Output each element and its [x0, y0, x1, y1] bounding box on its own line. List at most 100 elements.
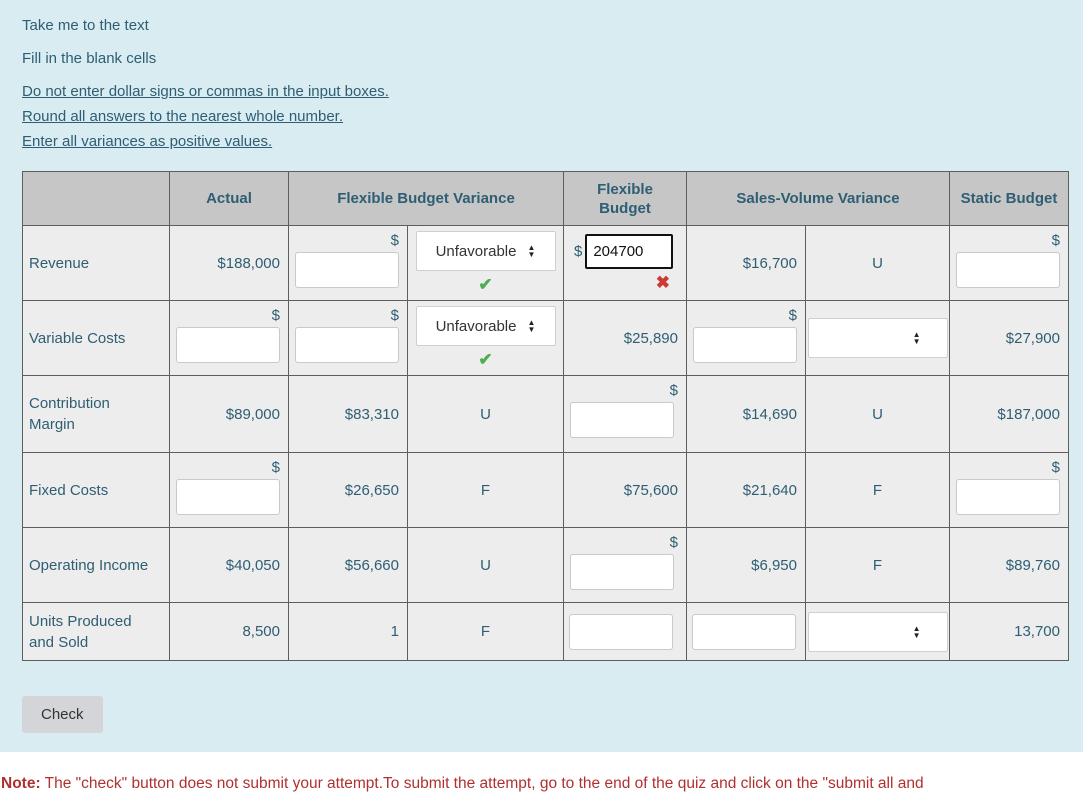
select-value: Unfavorable	[435, 242, 517, 260]
cell-operating-income-svv-direction: F	[805, 527, 950, 603]
cell-variable-costs-fbv-amount: $	[288, 300, 408, 376]
cell-fixed-costs-fbv-direction: F	[407, 452, 564, 528]
dollar-sign: $	[271, 459, 280, 476]
units-svv-input[interactable]	[692, 613, 796, 650]
cell-fixed-costs-svv-direction: F	[805, 452, 950, 528]
cell-variable-costs-svv-amount: $	[686, 300, 806, 376]
row-label-text: Variable Costs	[29, 329, 126, 347]
fixed-costs-actual-input[interactable]	[176, 479, 280, 515]
cell-units-fbv-amount: 1	[288, 602, 408, 661]
dollar-sign: $	[574, 243, 583, 260]
variable-costs-actual-input[interactable]	[176, 327, 280, 363]
arrow-down-icon: ▼	[527, 250, 536, 259]
revenue-fbv-input[interactable]	[295, 252, 399, 288]
note-text: Note: The "check" button does not submit…	[1, 774, 1092, 794]
cell-contribution-margin-svv-direction: U	[805, 375, 950, 453]
cell-revenue-fbv-amount: $	[288, 225, 408, 301]
cell-revenue-svv-amount: $16,700	[686, 225, 806, 301]
revenue-static-budget-input[interactable]	[956, 252, 1060, 288]
note-label: Note:	[1, 775, 41, 792]
row-label-text: Operating Income	[29, 556, 149, 574]
select-arrows-icon: ▲ ▼	[527, 318, 536, 334]
cell-units-static-budget: 13,700	[949, 602, 1069, 661]
cell-fixed-costs-actual: $	[169, 452, 289, 528]
row-label-text: Revenue	[29, 254, 90, 272]
header-actual: Actual	[169, 171, 289, 226]
cell-fixed-costs-static-budget: $	[949, 452, 1069, 528]
cell-revenue-static-budget: $	[949, 225, 1069, 301]
table-row-operating-income: Operating Income $40,050 $56,660 U $ $6,…	[22, 527, 1069, 603]
header-flexible-budget: Flexible Budget	[563, 171, 687, 226]
cell-operating-income-fbv-amount: $56,660	[288, 527, 408, 603]
row-label-revenue: Revenue	[22, 225, 170, 301]
row-label-variable-costs: Variable Costs	[22, 300, 170, 376]
row-label-text: Contribution Margin	[29, 395, 110, 433]
dollar-sign: $	[1051, 232, 1060, 249]
table-row-revenue: Revenue $188,000 $ Unfavorable ▲▼ ✔ $ ✖	[22, 225, 1069, 301]
row-label-operating-income: Operating Income	[22, 527, 170, 603]
row-label-units-produced: Units Produced and Sold	[22, 602, 170, 661]
arrow-down-icon: ▼	[912, 630, 921, 640]
fill-blank-cells-text: Fill in the blank cells	[22, 50, 157, 67]
instruction-no-dollar-signs: Do not enter dollar signs or commas in t…	[22, 83, 389, 100]
dollar-sign: $	[390, 307, 399, 324]
check-button[interactable]: Check	[22, 696, 103, 733]
units-svv-direction-select[interactable]: ▲ ▼	[807, 611, 948, 652]
cell-operating-income-flexible-budget: $	[563, 527, 687, 603]
dollar-sign: $	[1051, 459, 1060, 476]
units-flexible-budget-input[interactable]	[569, 613, 673, 650]
row-label-text: Fixed Costs	[29, 481, 109, 499]
cell-fixed-costs-fbv-amount: $26,650	[288, 452, 408, 528]
cell-fixed-costs-flexible-budget: $75,600	[563, 452, 687, 528]
header-static-budget: Static Budget	[949, 171, 1069, 226]
select-value: Unfavorable	[435, 317, 517, 335]
correct-check-icon: ✔	[478, 350, 493, 369]
take-me-to-text-link[interactable]: Take me to the text	[22, 17, 149, 34]
arrow-up-icon: ▲	[527, 318, 536, 327]
table-row-variable-costs: Variable Costs $ $ Unfavorable ▲ ▼ ✔ $25,…	[22, 300, 1069, 376]
arrow-down-icon: ▼	[912, 337, 921, 346]
cell-units-actual: 8,500	[169, 602, 289, 661]
select-arrows-icon: ▲ ▼	[527, 243, 536, 259]
variable-costs-svv-input[interactable]	[693, 327, 797, 363]
variable-costs-svv-direction-select[interactable]: ▲ ▼	[807, 318, 948, 358]
arrow-down-icon: ▼	[527, 325, 536, 334]
dollar-sign: $	[271, 307, 280, 324]
header-row: Actual Flexible Budget Variance Flexible…	[22, 171, 1069, 226]
table-row-fixed-costs: Fixed Costs $ $26,650 F $75,600 $21,640 …	[22, 452, 1069, 528]
cell-revenue-fbv-direction: Unfavorable ▲ ▼ ✔	[407, 225, 564, 301]
cell-revenue-flexible-budget: $ ✖	[563, 225, 687, 301]
header-flexible-budget-variance: Flexible Budget Variance	[288, 171, 564, 226]
fixed-costs-static-budget-input[interactable]	[956, 479, 1060, 515]
cell-operating-income-actual: $40,050	[169, 527, 289, 603]
cell-units-svv-amount	[686, 602, 806, 661]
cell-operating-income-fbv-direction: U	[407, 527, 564, 603]
cell-variable-costs-actual: $	[169, 300, 289, 376]
revenue-fbv-direction-select[interactable]: Unfavorable ▲ ▼	[415, 231, 556, 271]
row-label-contribution-margin: Contribution Margin	[22, 375, 170, 453]
operating-income-flexible-budget-input[interactable]	[570, 554, 674, 590]
cell-units-svv-direction: ▲ ▼	[805, 602, 950, 661]
variable-costs-fbv-direction-select[interactable]: Unfavorable ▲ ▼	[415, 306, 556, 346]
variable-costs-fbv-input[interactable]	[295, 327, 399, 363]
arrow-up-icon: ▲	[527, 243, 536, 252]
incorrect-cross-icon: ✖	[655, 273, 670, 292]
instruction-positive-variances: Enter all variances as positive values.	[22, 133, 273, 150]
table-row-units-produced: Units Produced and Sold 8,500 1 F ▲ ▼ 13,…	[22, 602, 1069, 661]
cell-variable-costs-flexible-budget: $25,890	[563, 300, 687, 376]
cell-contribution-margin-actual: $89,000	[169, 375, 289, 453]
flexible-budget-table: Actual Flexible Budget Variance Flexible…	[22, 171, 1069, 661]
dollar-sign: $	[788, 307, 797, 324]
row-label-fixed-costs: Fixed Costs	[22, 452, 170, 528]
header-blank	[22, 171, 170, 226]
cell-fixed-costs-svv-amount: $21,640	[686, 452, 806, 528]
cell-revenue-svv-direction: U	[805, 225, 950, 301]
cell-variable-costs-fbv-direction: Unfavorable ▲ ▼ ✔	[407, 300, 564, 376]
table-row-contribution-margin: Contribution Margin $89,000 $83,310 U $ …	[22, 375, 1069, 453]
dollar-sign: $	[390, 232, 399, 249]
revenue-flexible-budget-input[interactable]	[585, 234, 674, 269]
row-label-text: Units Produced and Sold	[29, 612, 132, 651]
cell-contribution-margin-svv-amount: $14,690	[686, 375, 806, 453]
correct-check-icon: ✔	[478, 275, 493, 294]
contribution-margin-flexible-budget-input[interactable]	[570, 402, 674, 438]
